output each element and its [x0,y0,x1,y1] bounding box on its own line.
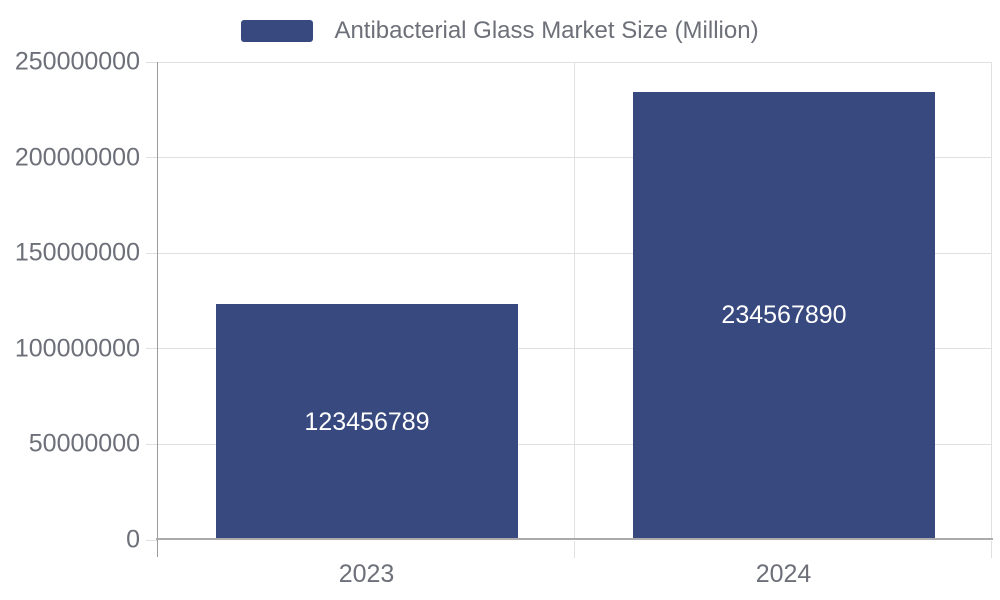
y-axis-tick [146,61,157,63]
x-axis-label: 2023 [338,560,395,588]
y-axis-label: 100000000 [14,334,140,363]
y-gridline [158,443,992,445]
x-axis-tick [991,541,992,558]
y-axis-label: 0 [126,525,140,554]
x-axis-tick [574,541,575,558]
plot-area: 123456789 234567890 [158,61,992,540]
chart-title: Antibacterial Glass Market Size (Million… [334,17,759,44]
bar-value-label: 234567890 [721,301,847,330]
y-gridline [158,348,992,350]
legend[interactable]: Antibacterial Glass Market Size (Million… [0,19,1000,43]
y-gridline [158,61,992,63]
y-gridline [158,157,992,159]
y-axis-label: 150000000 [14,238,140,267]
y-axis-tick [146,252,157,254]
x-gridline [991,62,992,540]
x-axis-label: 2024 [755,560,812,588]
x-gridline [574,62,575,540]
y-axis-tick [146,443,157,445]
y-axis-label: 50000000 [28,429,140,458]
legend-swatch [241,20,314,42]
bar[interactable]: 234567890 [633,91,935,540]
bar[interactable]: 123456789 [216,304,518,540]
x-axis-line [156,538,993,540]
y-axis-tick [146,348,157,350]
y-gridline [158,252,992,254]
y-axis-tick [146,539,157,541]
y-axis-label: 250000000 [14,47,140,76]
y-axis-tick [146,157,157,159]
y-axis-label: 200000000 [14,143,140,172]
bar-value-label: 123456789 [304,407,430,436]
y-axis-line [156,62,158,557]
